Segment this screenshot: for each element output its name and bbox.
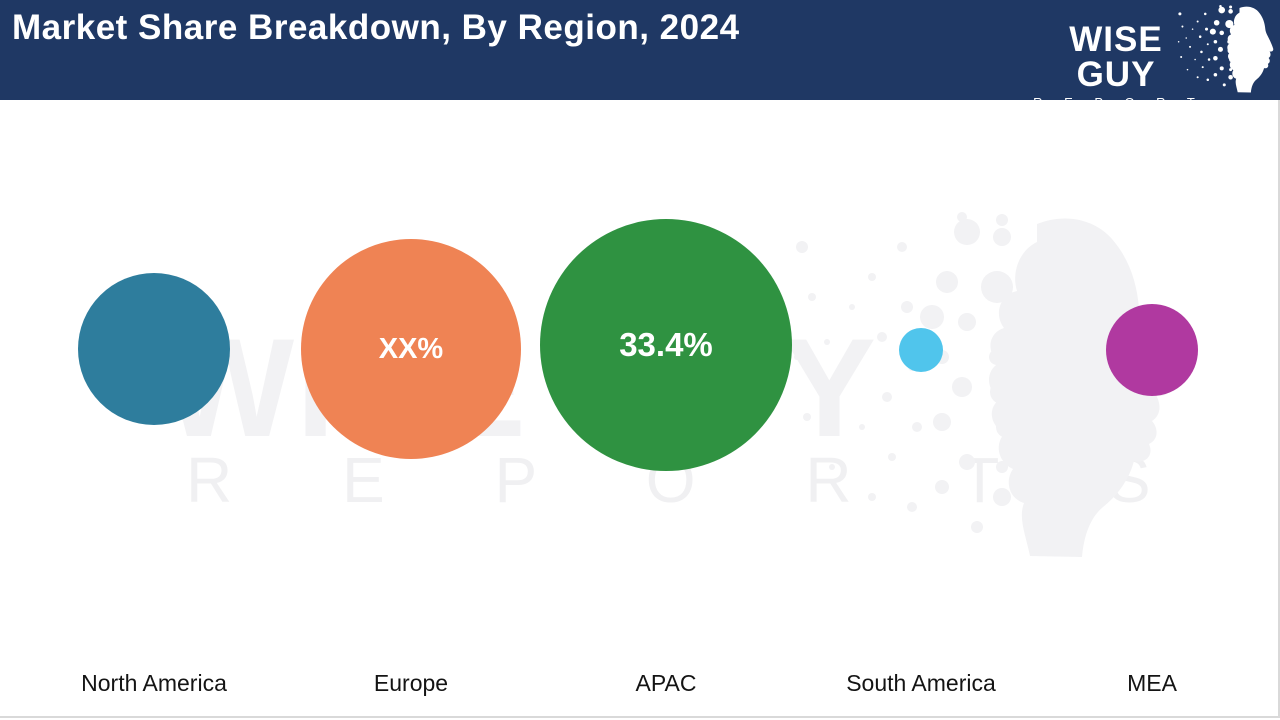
- brand-name: WISE GUY: [1069, 20, 1163, 94]
- bubble-north-america: [78, 273, 230, 425]
- category-label-south-america: South America: [846, 670, 996, 696]
- header-banner: Market Share Breakdown, By Region, 2024 …: [0, 0, 1280, 125]
- bubble-value-label: XX%: [378, 332, 444, 365]
- category-label-apac: APAC: [635, 670, 697, 696]
- category-label-north-america: North America: [81, 670, 227, 696]
- watermark-dot-face-profile-icon: [794, 212, 1171, 557]
- bubble-south-america: [899, 328, 943, 372]
- bubble-chart: WISE GUY R E P O R T S XX% 33.4% North A…: [0, 100, 1280, 718]
- dot-face-profile-icon: [1177, 5, 1274, 93]
- category-label-europe: Europe: [373, 670, 449, 696]
- bubble-value-label: 33.4%: [619, 326, 713, 363]
- bubble-europe: XX%: [301, 239, 521, 459]
- chart-title: Market Share Breakdown, By Region, 2024: [12, 8, 740, 47]
- category-label-mea: MEA: [1127, 670, 1177, 696]
- brand-logo: WISE GUY R E P O R T S: [1024, 0, 1274, 125]
- bubble-apac: 33.4%: [540, 219, 792, 471]
- bubble-mea: [1106, 304, 1198, 396]
